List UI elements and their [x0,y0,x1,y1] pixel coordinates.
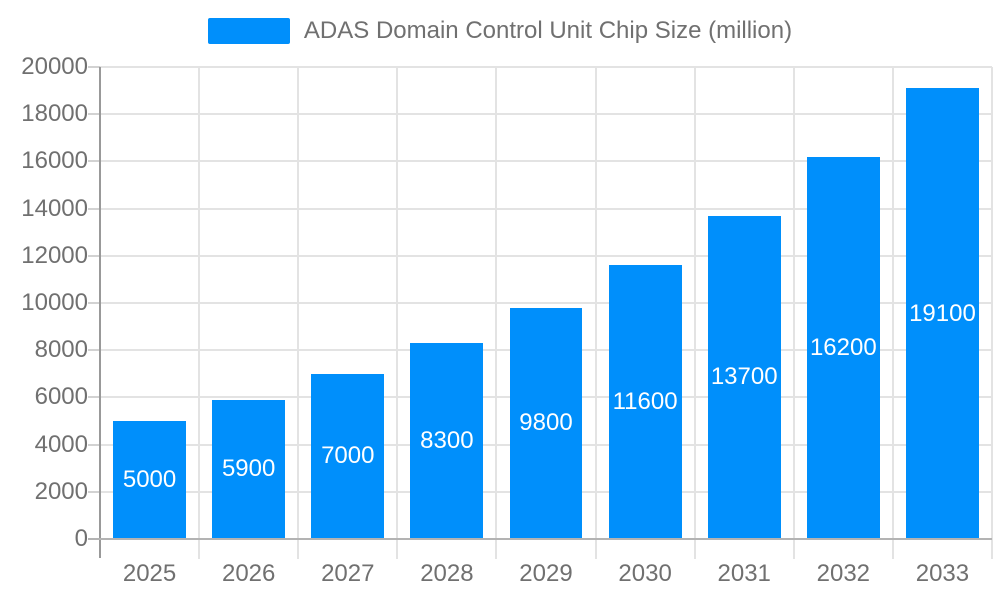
y-tick-mark [88,443,100,446]
y-tick-mark [88,254,100,257]
h-gridline [100,207,992,210]
v-gridline [198,67,201,539]
y-tick-mark [88,66,100,68]
legend-item[interactable]: ADAS Domain Control Unit Chip Size (mill… [207,17,793,44]
x-tick-label: 2025 [122,560,177,587]
bar: 19100 [905,88,979,539]
v-gridline [495,67,498,539]
bar: 13700 [707,215,781,539]
v-gridline [594,67,597,539]
h-gridline [100,113,992,116]
y-tick-label: 12000 [21,241,88,269]
h-gridline [100,254,992,257]
plot-area: 5000 5900 7000 8300 9800 11600 13700 16200 19100 [100,66,993,539]
y-tick-label: 0 [74,525,88,552]
x-axis-line [88,538,992,540]
x-tick-mark [495,539,498,559]
bar: 16200 [806,156,880,539]
y-tick-mark [88,160,100,163]
bar: 5000 [113,421,187,539]
y-axis-line [99,67,101,558]
y-axis-labels: 0 2000 4000 6000 8000 10000 12000 14000 16000 180… [0,53,88,552]
v-gridline [792,67,795,539]
x-tick-mark [297,539,300,559]
bar-value-label: 5000 [122,466,177,493]
y-tick-mark [88,207,100,210]
y-tick-label: 18000 [21,100,88,128]
y-tick-mark [88,113,100,116]
legend-marker-swatch [207,18,290,44]
x-tick-label: 2032 [816,560,871,587]
x-tick-mark [891,539,894,559]
bar-value-label: 5900 [221,455,276,483]
bar-value-label: 11600 [612,388,678,416]
y-tick-label: 2000 [34,477,88,505]
bar-value-label: 8300 [420,427,474,455]
h-gridline [100,160,992,163]
legend-series-label: ADAS Domain Control Unit Chip Size (mill… [303,17,793,44]
x-tick-mark [991,539,993,559]
x-tick-mark [198,539,201,559]
h-gridline [100,302,992,304]
y-tick-mark [88,349,100,352]
x-tick-mark [792,539,795,559]
bar: 9800 [509,307,583,539]
bar-value-label: 19100 [909,299,976,327]
y-tick-label: 20000 [21,53,88,80]
bar-value-label: 9800 [519,409,573,437]
y-tick-label: 10000 [21,289,88,316]
y-tick-label: 8000 [34,336,88,364]
x-tick-mark [693,539,696,559]
x-tick-label: 2031 [717,560,771,587]
x-tick-label: 2026 [221,560,276,587]
v-gridline [693,67,696,539]
y-tick-mark [88,396,100,399]
y-tick-label: 16000 [21,147,88,175]
v-gridline [396,67,399,539]
x-tick-mark [594,539,597,559]
bar: 8300 [410,343,484,539]
x-tick-mark [396,539,399,559]
y-tick-mark [88,490,100,493]
v-gridline [891,67,894,539]
x-tick-label: 2030 [618,560,672,587]
bar-value-label: 13700 [710,363,778,391]
bar-value-label: 7000 [321,442,375,470]
legend: ADAS Domain Control Unit Chip Size (mill… [0,18,1000,44]
y-tick-label: 14000 [21,194,88,222]
x-tick-label: 2033 [915,560,970,587]
y-tick-label: 4000 [34,430,88,458]
x-axis-labels: 2025 2026 2027 2028 2029 2030 2031 2032 2033 [100,559,992,591]
bar-value-label: 16200 [809,333,877,361]
v-gridline [991,67,993,539]
x-tick-label: 2029 [519,560,573,587]
bar: 7000 [311,373,385,539]
h-gridline [100,66,992,68]
x-tick-label: 2027 [321,560,375,587]
bar: 5900 [212,399,286,539]
y-tick-mark [88,302,100,304]
x-tick-label: 2028 [420,560,474,587]
y-tick-label: 6000 [34,383,88,411]
v-gridline [297,67,300,539]
bar: 11600 [608,265,682,539]
